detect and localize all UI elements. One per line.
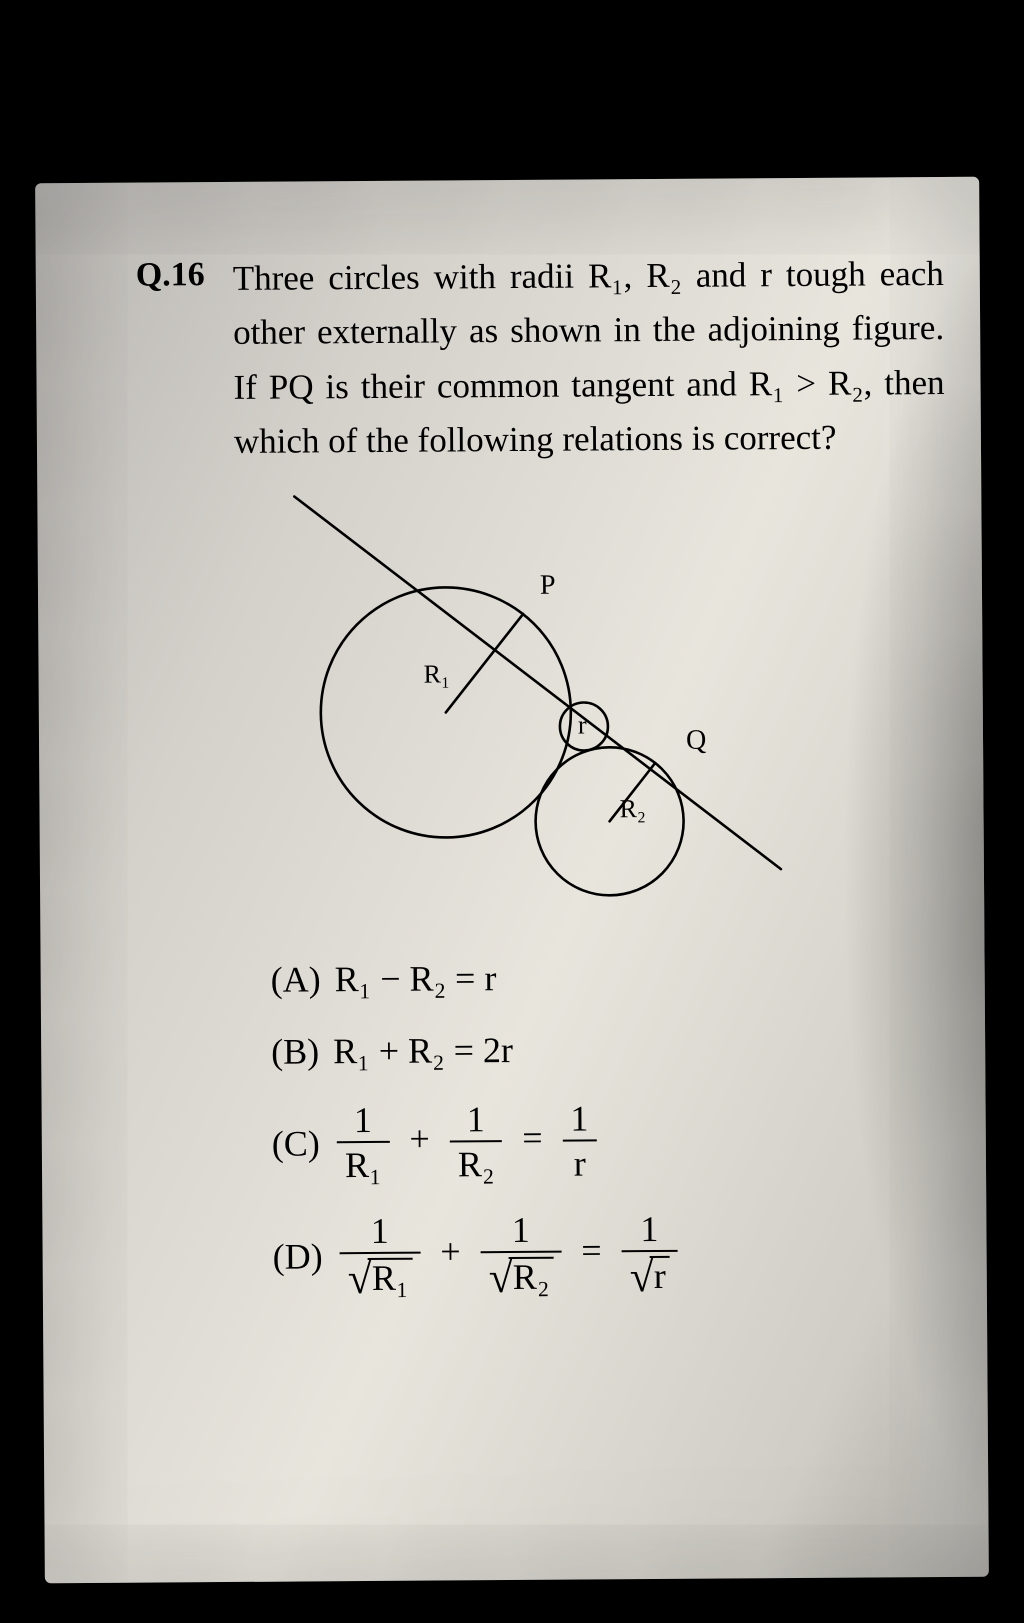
option-a: (A) R₁ − R₂ = r	[271, 954, 955, 1001]
option-a-label: (A)	[271, 958, 321, 1000]
page-content: Q.16 Three circles with radii R₁, R₂ and…	[35, 177, 987, 1370]
question-number: Q.16	[136, 256, 205, 294]
answer-options: (A) R₁ − R₂ = r (B) R₁ + R₂ = 2r (C) 1R₁…	[271, 954, 957, 1299]
svg-text:R₁: R₁	[423, 659, 450, 688]
option-c: (C) 1R₁ + 1R₂ = 1r	[272, 1098, 957, 1184]
option-d: (D) 1 √R₁ + 1 √R₂ = 1 √r	[272, 1209, 957, 1298]
option-b-expression: R₁ + R₂ = 2r	[333, 1029, 513, 1072]
svg-text:r: r	[578, 710, 587, 739]
option-c-label: (C)	[272, 1122, 320, 1164]
option-a-expression: R₁ − R₂ = r	[335, 957, 497, 1000]
svg-text:Q: Q	[686, 725, 706, 756]
option-d-label: (D)	[272, 1235, 322, 1277]
option-c-expression: 1R₁ + 1R₂ = 1r	[334, 1100, 600, 1183]
option-b: (B) R₁ + R₂ = 2r	[271, 1026, 955, 1073]
question-block: Q.16 Three circles with radii R₁, R₂ and…	[136, 247, 951, 470]
option-d-expression: 1 √R₁ + 1 √R₂ = 1 √r	[336, 1211, 681, 1298]
geometry-figure: R₁ R₂ r P Q	[284, 475, 807, 939]
question-text: Three circles with radii R₁, R₂ and r to…	[233, 247, 952, 469]
option-b-label: (B)	[271, 1030, 319, 1072]
svg-text:R₂: R₂	[619, 794, 646, 823]
svg-text:P: P	[540, 570, 556, 601]
scanned-page: Q.16 Three circles with radii R₁, R₂ and…	[35, 177, 989, 1584]
